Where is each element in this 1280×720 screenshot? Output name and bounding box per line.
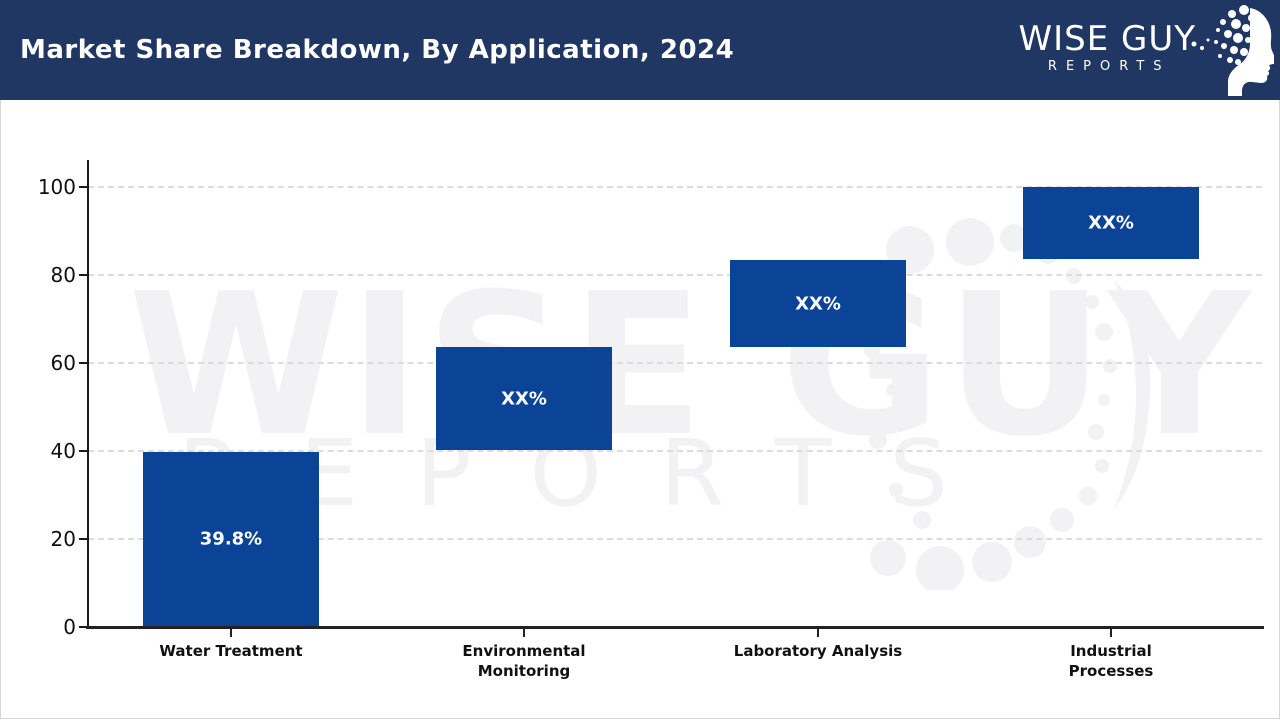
dotted-head-profile-icon	[1191, 5, 1274, 96]
x-category-label: Environmental Monitoring	[462, 642, 586, 681]
x-tick-mark	[817, 629, 819, 637]
x-category-label: Industrial Processes	[1068, 642, 1154, 681]
y-tick-label: 80	[50, 263, 76, 287]
y-tick-label: 0	[63, 615, 76, 639]
y-tick-mark	[79, 274, 87, 276]
bar-segment	[730, 260, 906, 347]
bar-segment	[436, 347, 612, 450]
logo-text: WISE GUY REPORTS	[1018, 22, 1196, 74]
bar-value-label: XX%	[1088, 212, 1134, 234]
gridline	[88, 274, 1262, 276]
x-category-label: Laboratory Analysis	[733, 642, 903, 660]
y-tick-mark	[79, 538, 87, 540]
y-axis-line	[87, 160, 89, 628]
bar-value-label: 39.8%	[199, 528, 263, 550]
y-tick-label: 40	[50, 439, 76, 463]
gridline	[88, 538, 1262, 540]
watermark-wordmark: WISE GUY	[128, 252, 1255, 480]
x-category-label: Water Treatment	[159, 642, 303, 660]
y-tick-label: 20	[50, 527, 76, 551]
x-tick-mark	[1110, 629, 1112, 637]
x-axis-line	[86, 626, 1264, 629]
x-tick-mark	[230, 629, 232, 637]
wise-guy-reports-logo: WISE GUY REPORTS	[1018, 0, 1274, 100]
y-tick-label: 60	[50, 351, 76, 375]
y-tick-mark	[79, 450, 87, 452]
gridline	[88, 450, 1262, 452]
logo-wordmark: WISE GUY	[1018, 19, 1196, 59]
bar-value-label: XX%	[795, 293, 841, 315]
gridline	[88, 186, 1262, 188]
logo-subtext: REPORTS	[1047, 59, 1171, 74]
page-title: Market Share Breakdown, By Application, …	[20, 35, 735, 65]
gridline	[88, 362, 1262, 364]
y-tick-mark	[79, 626, 87, 628]
bar-segment	[143, 452, 319, 627]
y-tick-label: 100	[37, 175, 76, 199]
y-tick-mark	[79, 362, 87, 364]
bar-value-label: XX%	[501, 388, 547, 410]
header-bar: Market Share Breakdown, By Application, …	[0, 0, 1280, 100]
x-tick-mark	[523, 629, 525, 637]
bar-segment	[1023, 187, 1199, 259]
y-tick-mark	[79, 186, 87, 188]
